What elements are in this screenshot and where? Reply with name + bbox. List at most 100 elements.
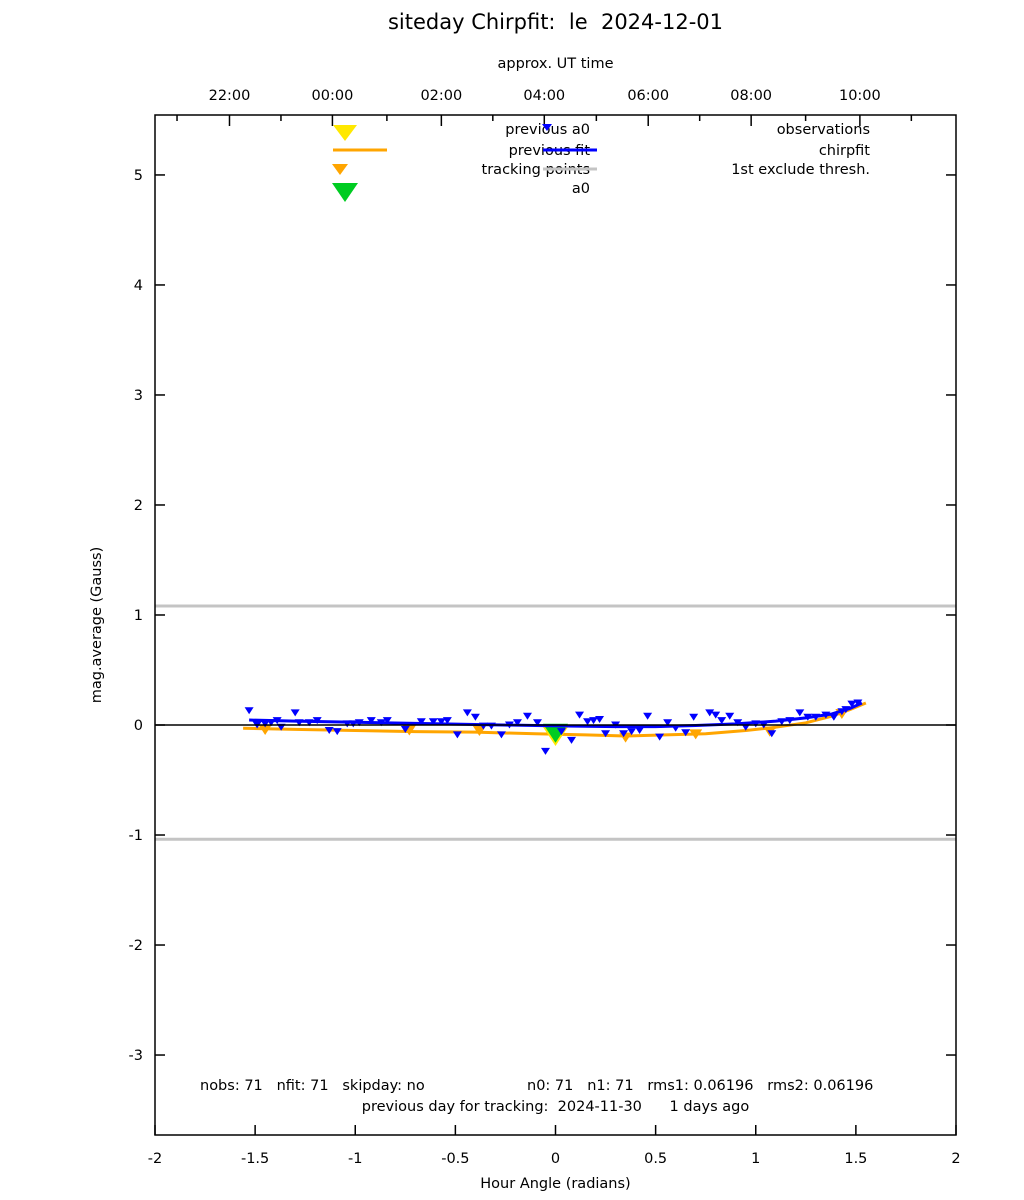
- legend-label-previous-a0: previous a0: [505, 122, 590, 138]
- observations-point: [705, 709, 715, 717]
- observations-point: [304, 719, 314, 727]
- observations-point: [294, 719, 304, 727]
- y-tick-label: 0: [134, 718, 143, 734]
- observations-point: [853, 699, 863, 707]
- observations-point: [725, 712, 735, 720]
- observations-point: [811, 713, 821, 721]
- observations-point: [671, 724, 681, 732]
- legend-item-a0: a0: [330, 181, 680, 202]
- stats-previous-day: previous day for tracking: 2024-11-30 1 …: [361, 1099, 750, 1115]
- tracking-points-point: [258, 724, 272, 735]
- observations-point: [663, 719, 673, 727]
- observations-point: [567, 736, 577, 744]
- x-tick-label: 1: [751, 1151, 760, 1167]
- legend-label-chirpfit: chirpfit: [818, 143, 870, 159]
- observations-point: [416, 718, 426, 726]
- observations-point: [785, 717, 795, 725]
- legend-label-observations: observations: [776, 122, 870, 138]
- observations-point: [733, 719, 743, 727]
- observations-point: [655, 733, 665, 741]
- observations-point: [342, 720, 352, 728]
- observations-point: [462, 709, 472, 717]
- x-tick-label: 2: [951, 1151, 960, 1167]
- x-axis-title: Hour Angle (radians): [480, 1176, 631, 1192]
- observations-point: [619, 730, 629, 738]
- observations-point: [272, 717, 282, 725]
- observations-point: [400, 725, 410, 733]
- tracking-points-point: [689, 729, 703, 740]
- x-tick-label: -1: [348, 1151, 362, 1167]
- observations-point: [452, 731, 462, 739]
- observations-point: [643, 712, 653, 720]
- observations-point: [260, 720, 270, 728]
- chirpfit-curve: [249, 701, 863, 729]
- observations-point: [332, 728, 342, 736]
- observations-point: [348, 720, 358, 728]
- observations-point: [595, 715, 605, 723]
- observations-point: [767, 730, 777, 738]
- legend-label-a0: a0: [571, 181, 590, 197]
- chart-title: siteday Chirpfit: le 2024-12-01: [387, 10, 724, 34]
- observations-point: [312, 717, 322, 725]
- observations-point: [795, 709, 805, 717]
- observations-point: [635, 726, 645, 734]
- observations-point: [847, 700, 857, 708]
- legend-item-tracking-points: tracking points: [330, 162, 680, 178]
- plot-border: [154, 114, 957, 1136]
- observations-point: [244, 707, 254, 715]
- observations-point: [290, 709, 300, 717]
- x-tick-label: 0: [551, 1151, 560, 1167]
- y-tick-label: 4: [134, 278, 143, 294]
- y-tick-label: 2: [134, 498, 143, 514]
- legend-item-exclude-threshold: 1st exclude thresh.: [540, 162, 960, 178]
- legend-item-observations: observations: [540, 122, 960, 138]
- observations-point: [711, 711, 721, 719]
- observations-point: [436, 718, 446, 726]
- ut-tick-label: 04:00: [523, 88, 565, 104]
- stats-fit-counts: nobs: 71 nfit: 71 skipday: no: [200, 1078, 425, 1094]
- ut-tick-label: 02:00: [420, 88, 462, 104]
- observations-point: [382, 717, 392, 725]
- x-tick-label: -0.5: [441, 1151, 469, 1167]
- observations-point: [532, 719, 542, 727]
- legend-label-exclude-threshold: 1st exclude thresh.: [731, 162, 870, 178]
- observations-point: [689, 713, 699, 721]
- legend-label-tracking-points: tracking points: [481, 162, 590, 178]
- x-tick-label: 1.5: [844, 1151, 867, 1167]
- observations-point: [512, 719, 522, 727]
- y-tick-label: -1: [129, 828, 143, 844]
- observations-point: [589, 717, 599, 725]
- tracking-points-point: [472, 726, 486, 737]
- observations-point: [522, 712, 532, 720]
- observations-point: [751, 720, 761, 728]
- ut-time-axis-title: approx. UT time: [497, 56, 614, 72]
- observations-point: [366, 717, 376, 725]
- observations-point: [266, 719, 276, 727]
- legend-item-previous-a0: previous a0: [330, 122, 680, 141]
- observations-point: [821, 711, 831, 719]
- observations-point: [829, 713, 839, 721]
- previous-fit-curve: [243, 701, 867, 738]
- observations-point: [470, 713, 480, 721]
- x-tick-label: 0.5: [644, 1151, 667, 1167]
- ut-tick-label: 10:00: [839, 88, 881, 104]
- legend-item-previous-fit: previous fit: [330, 143, 680, 159]
- stats-rms-values: n0: 71 n1: 71 rms1: 0.06196 rms2: 0.0619…: [527, 1078, 874, 1094]
- y-tick-label: 5: [134, 168, 143, 184]
- x-tick-label: -1.5: [241, 1151, 269, 1167]
- y-tick-label: -2: [129, 938, 143, 954]
- ut-tick-label: 08:00: [730, 88, 772, 104]
- observations-point: [627, 728, 637, 736]
- observations-point: [540, 747, 550, 755]
- observations-point: [575, 711, 585, 719]
- observations-point: [442, 717, 452, 725]
- y-tick-label: -3: [129, 1048, 143, 1064]
- observations-point: [324, 726, 334, 734]
- legend-item-chirpfit: chirpfit: [540, 143, 960, 159]
- x-tick-label: -2: [148, 1151, 162, 1167]
- observations-point: [376, 719, 386, 727]
- y-tick-label: 3: [134, 388, 143, 404]
- y-axis-title: mag.average (Gauss): [89, 546, 105, 704]
